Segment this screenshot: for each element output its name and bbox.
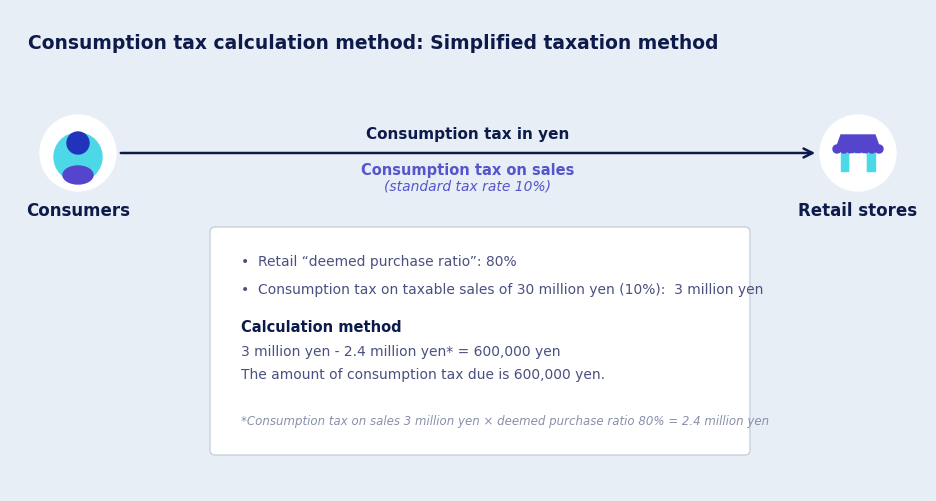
- Text: •  Consumption tax on taxable sales of 30 million yen (10%):  3 million yen: • Consumption tax on taxable sales of 30…: [241, 283, 763, 297]
- Text: The amount of consumption tax due is 600,000 yen.: The amount of consumption tax due is 600…: [241, 368, 605, 382]
- Circle shape: [853, 145, 861, 153]
- Circle shape: [819, 115, 895, 191]
- Text: Retail stores: Retail stores: [797, 202, 916, 220]
- Circle shape: [867, 145, 875, 153]
- Text: Consumption tax calculation method: Simplified taxation method: Consumption tax calculation method: Simp…: [28, 34, 718, 53]
- Text: (standard tax rate 10%): (standard tax rate 10%): [384, 180, 551, 194]
- Circle shape: [839, 145, 847, 153]
- Circle shape: [832, 145, 841, 153]
- Circle shape: [874, 145, 882, 153]
- FancyBboxPatch shape: [849, 154, 865, 174]
- Text: 3 million yen - 2.4 million yen* = 600,000 yen: 3 million yen - 2.4 million yen* = 600,0…: [241, 345, 560, 359]
- FancyBboxPatch shape: [841, 149, 874, 171]
- Text: Consumption tax in yen: Consumption tax in yen: [366, 127, 569, 142]
- Circle shape: [860, 145, 868, 153]
- FancyBboxPatch shape: [210, 227, 749, 455]
- Text: *Consumption tax on sales 3 million yen × deemed purchase ratio 80% = 2.4 millio: *Consumption tax on sales 3 million yen …: [241, 415, 768, 428]
- Text: Consumption tax on sales: Consumption tax on sales: [361, 163, 574, 178]
- Circle shape: [54, 133, 102, 181]
- Text: •  Retail “deemed purchase ratio”: 80%: • Retail “deemed purchase ratio”: 80%: [241, 255, 516, 269]
- Text: Calculation method: Calculation method: [241, 321, 402, 336]
- Circle shape: [40, 115, 116, 191]
- Circle shape: [67, 132, 89, 154]
- Ellipse shape: [63, 166, 93, 184]
- Polygon shape: [835, 135, 879, 149]
- Circle shape: [846, 145, 854, 153]
- Text: Consumers: Consumers: [26, 202, 130, 220]
